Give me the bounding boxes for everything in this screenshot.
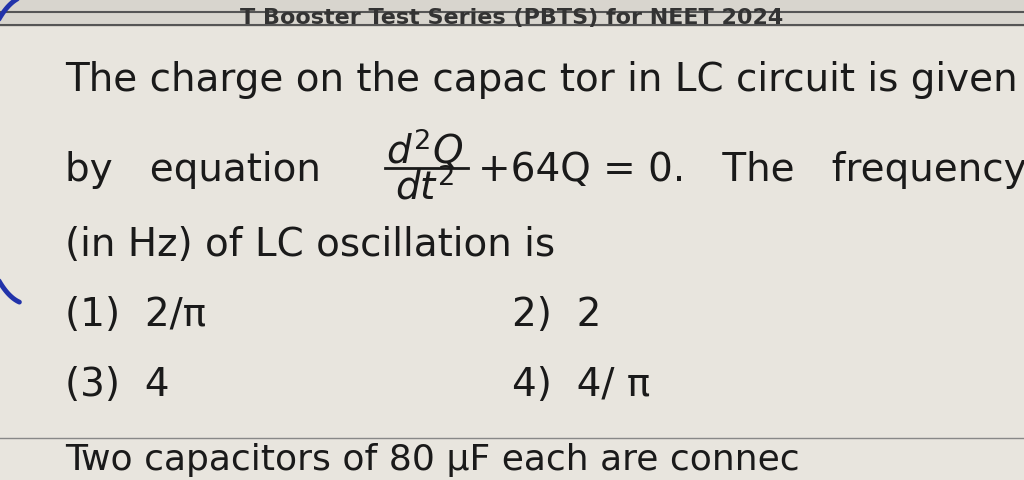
Text: $d^2Q$: $d^2Q$ [386, 128, 464, 172]
Text: by   equation: by equation [65, 151, 321, 189]
Text: $dt^2$: $dt^2$ [395, 168, 455, 208]
Text: (in Hz) of LC oscillation is: (in Hz) of LC oscillation is [65, 226, 555, 264]
Text: +64Q = 0.   The   frequency: +64Q = 0. The frequency [478, 151, 1024, 189]
Text: T Booster Test Series (PBTS) for NEET 2024: T Booster Test Series (PBTS) for NEET 20… [241, 8, 783, 28]
Text: Two capacitors of 80 μF each are connec: Two capacitors of 80 μF each are connec [65, 443, 800, 477]
FancyBboxPatch shape [0, 27, 1024, 480]
Text: (3)  4: (3) 4 [65, 366, 170, 404]
Text: 4)  4/ π: 4) 4/ π [512, 366, 650, 404]
Text: The charge on the capac tor in LC circuit is given: The charge on the capac tor in LC circui… [65, 61, 1018, 99]
Text: 2)  2: 2) 2 [512, 296, 601, 334]
Text: (1)  2/π: (1) 2/π [65, 296, 206, 334]
